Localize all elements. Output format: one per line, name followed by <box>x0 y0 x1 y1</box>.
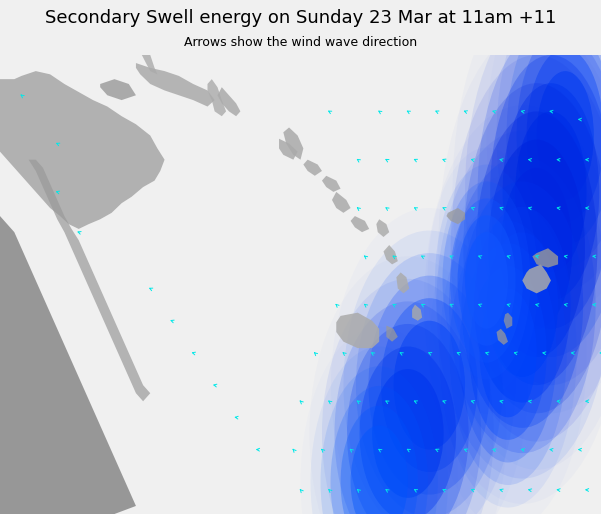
Ellipse shape <box>350 426 408 514</box>
Polygon shape <box>136 63 215 106</box>
Polygon shape <box>0 71 165 229</box>
Polygon shape <box>279 139 297 160</box>
Text: Secondary Swell energy on Sunday 23 Mar at 11am +11: Secondary Swell energy on Sunday 23 Mar … <box>45 9 556 27</box>
Polygon shape <box>322 176 341 192</box>
Ellipse shape <box>439 198 577 507</box>
Ellipse shape <box>449 156 596 453</box>
Polygon shape <box>100 79 136 100</box>
Polygon shape <box>504 313 512 329</box>
Ellipse shape <box>480 288 537 417</box>
Polygon shape <box>218 87 240 116</box>
Ellipse shape <box>517 26 601 245</box>
Polygon shape <box>496 329 508 345</box>
Ellipse shape <box>322 279 493 514</box>
Ellipse shape <box>311 346 448 514</box>
Ellipse shape <box>463 83 601 413</box>
Polygon shape <box>29 160 150 401</box>
Ellipse shape <box>368 276 490 494</box>
Polygon shape <box>304 160 322 176</box>
Ellipse shape <box>487 232 558 377</box>
Ellipse shape <box>496 0 601 290</box>
Ellipse shape <box>331 386 428 514</box>
Ellipse shape <box>435 164 538 396</box>
Polygon shape <box>386 325 398 342</box>
Polygon shape <box>532 248 558 268</box>
Ellipse shape <box>372 369 444 498</box>
Ellipse shape <box>465 0 601 385</box>
Polygon shape <box>350 216 369 232</box>
Polygon shape <box>522 264 551 293</box>
Polygon shape <box>397 272 409 293</box>
Ellipse shape <box>488 140 585 357</box>
Polygon shape <box>447 208 465 224</box>
Ellipse shape <box>450 221 567 485</box>
Ellipse shape <box>474 207 570 402</box>
Text: Arrows show the wind wave direction: Arrows show the wind wave direction <box>184 36 417 49</box>
Ellipse shape <box>381 298 478 472</box>
Polygon shape <box>337 313 379 348</box>
Ellipse shape <box>347 324 469 514</box>
Ellipse shape <box>394 321 465 450</box>
Ellipse shape <box>341 406 418 514</box>
Ellipse shape <box>526 48 601 223</box>
Ellipse shape <box>507 4 601 268</box>
Ellipse shape <box>359 346 456 514</box>
Polygon shape <box>138 39 157 75</box>
Polygon shape <box>0 216 136 514</box>
Ellipse shape <box>501 168 572 329</box>
Ellipse shape <box>476 112 597 385</box>
Ellipse shape <box>450 198 523 362</box>
Polygon shape <box>283 127 304 160</box>
Ellipse shape <box>320 366 438 514</box>
Ellipse shape <box>457 215 516 346</box>
Polygon shape <box>332 192 350 213</box>
Ellipse shape <box>537 71 594 200</box>
Ellipse shape <box>442 181 531 379</box>
Ellipse shape <box>436 131 601 479</box>
Ellipse shape <box>478 27 601 357</box>
Polygon shape <box>412 305 422 321</box>
Ellipse shape <box>465 232 508 329</box>
Ellipse shape <box>490 55 601 329</box>
Polygon shape <box>207 79 226 116</box>
Ellipse shape <box>515 112 587 272</box>
Ellipse shape <box>451 55 601 442</box>
Ellipse shape <box>356 253 502 514</box>
Ellipse shape <box>502 83 599 301</box>
Ellipse shape <box>462 181 583 428</box>
Ellipse shape <box>343 231 515 514</box>
Polygon shape <box>376 219 389 237</box>
Polygon shape <box>383 245 398 264</box>
Ellipse shape <box>335 301 481 514</box>
Ellipse shape <box>459 244 557 463</box>
Ellipse shape <box>469 266 547 440</box>
